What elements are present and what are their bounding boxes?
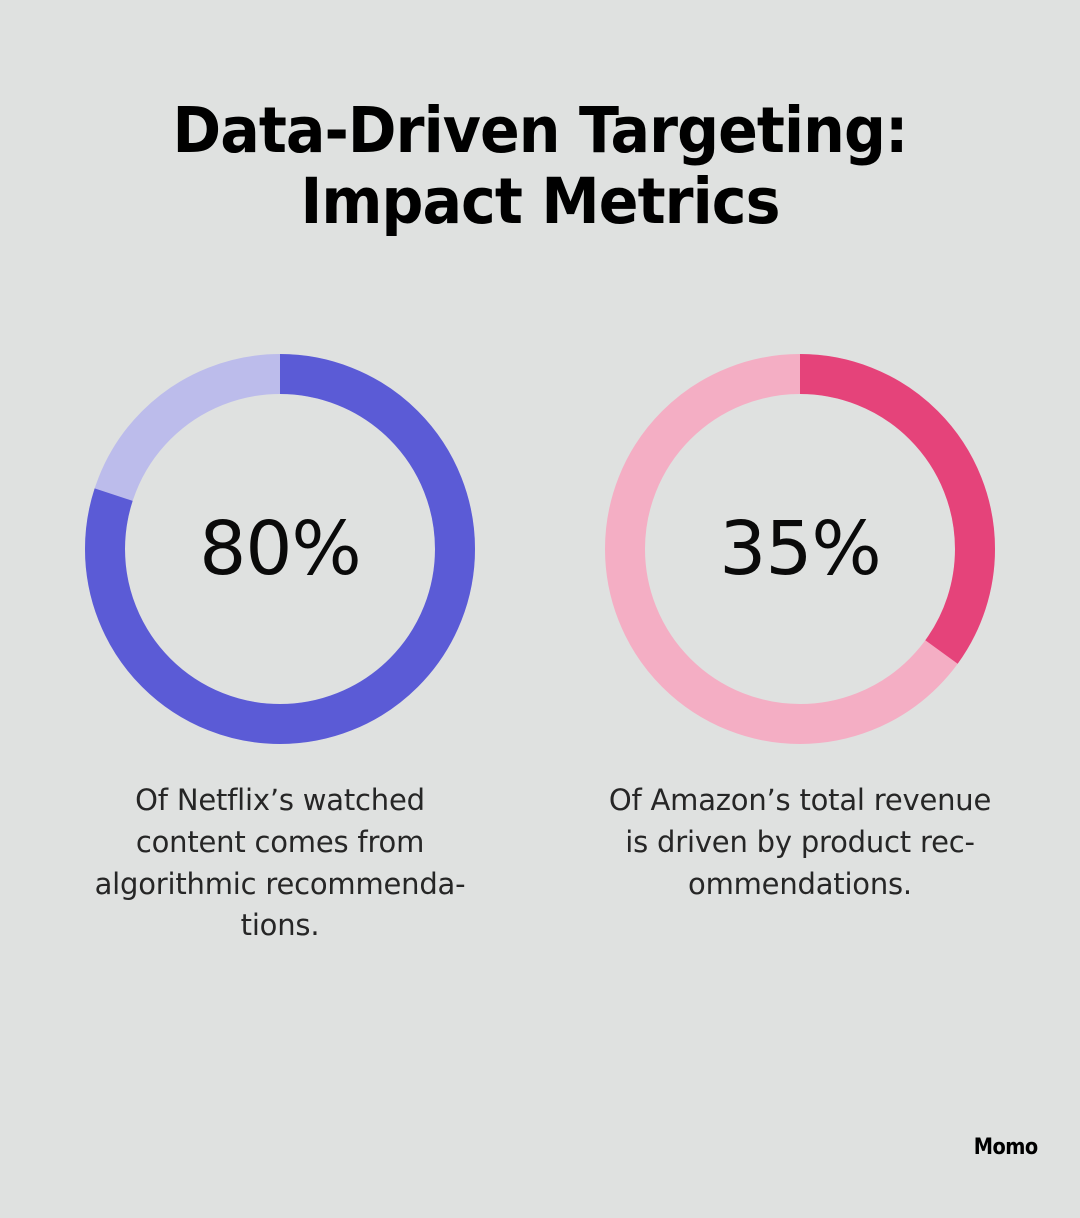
page-title-line-2: Impact Metrics bbox=[300, 164, 780, 238]
donut-arc-netflix bbox=[85, 354, 475, 744]
donut-value-netflix: 80% bbox=[199, 506, 361, 592]
donut-arc-amazon bbox=[605, 354, 995, 744]
donut-value-amazon: 35% bbox=[719, 506, 881, 592]
metric-card-netflix: 80% Of Netflix’s watched content comes f… bbox=[20, 354, 540, 947]
metrics-row: 80% Of Netflix’s watched content comes f… bbox=[0, 354, 1080, 947]
page-title: Data-Driven Targeting: Impact Metrics bbox=[0, 94, 1080, 238]
page-title-line-1: Data-Driven Targeting: bbox=[172, 94, 909, 167]
metric-caption-netflix: Of Netflix’s watched content comes from … bbox=[94, 783, 466, 943]
brand-logo: Momo bbox=[974, 1135, 1038, 1160]
donut-chart-amazon: 35% bbox=[605, 354, 995, 744]
donut-svg-netflix bbox=[85, 354, 475, 744]
donut-chart-netflix: 80% bbox=[85, 354, 475, 744]
metric-card-amazon: 35% Of Amazon’s total revenue is driven … bbox=[540, 354, 1060, 905]
donut-svg-amazon bbox=[605, 354, 995, 744]
metric-caption-amazon: Of Amazon’s total revenue is driven by p… bbox=[608, 783, 992, 901]
